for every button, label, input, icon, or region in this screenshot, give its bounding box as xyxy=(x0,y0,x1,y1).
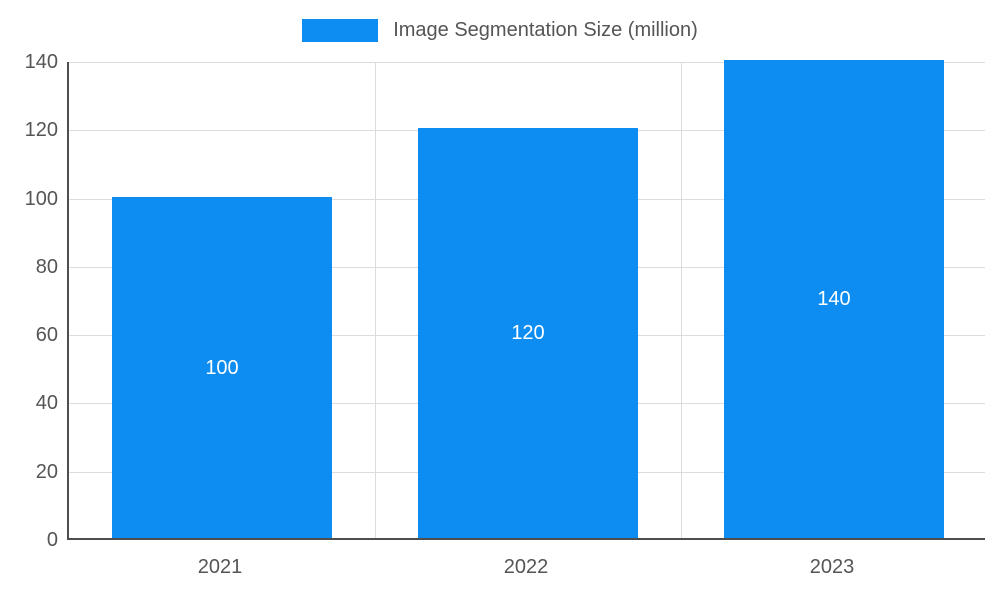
y-tick-label: 60 xyxy=(35,324,58,346)
bar-value-label: 100 xyxy=(205,357,239,379)
y-tick-label: 100 xyxy=(24,188,58,210)
gridline-vertical xyxy=(375,62,376,538)
plot-area: 100 120 140 xyxy=(67,60,985,540)
bar-2021[interactable]: 100 xyxy=(112,197,332,538)
y-tick-label: 20 xyxy=(35,461,58,483)
y-tick-label: 40 xyxy=(35,392,58,414)
legend-label: Image Segmentation Size (million) xyxy=(393,18,698,41)
legend-swatch xyxy=(302,18,379,42)
bar-value-label: 120 xyxy=(511,322,545,344)
x-tick-label: 2023 xyxy=(809,556,855,578)
chart-legend: Image Segmentation Size (million) xyxy=(0,17,1000,43)
gridline-horizontal xyxy=(69,62,985,63)
gridline-vertical xyxy=(681,62,682,538)
bar-2023[interactable]: 140 xyxy=(724,60,944,538)
y-tick-label: 80 xyxy=(35,256,58,278)
y-tick-label: 0 xyxy=(46,529,58,551)
bar-2022[interactable]: 120 xyxy=(418,128,638,538)
bar-value-label: 140 xyxy=(817,288,851,310)
y-tick-label: 140 xyxy=(24,51,58,73)
x-tick-label: 2022 xyxy=(503,556,549,578)
y-tick-label: 120 xyxy=(24,119,58,141)
x-tick-label: 2021 xyxy=(197,556,243,578)
